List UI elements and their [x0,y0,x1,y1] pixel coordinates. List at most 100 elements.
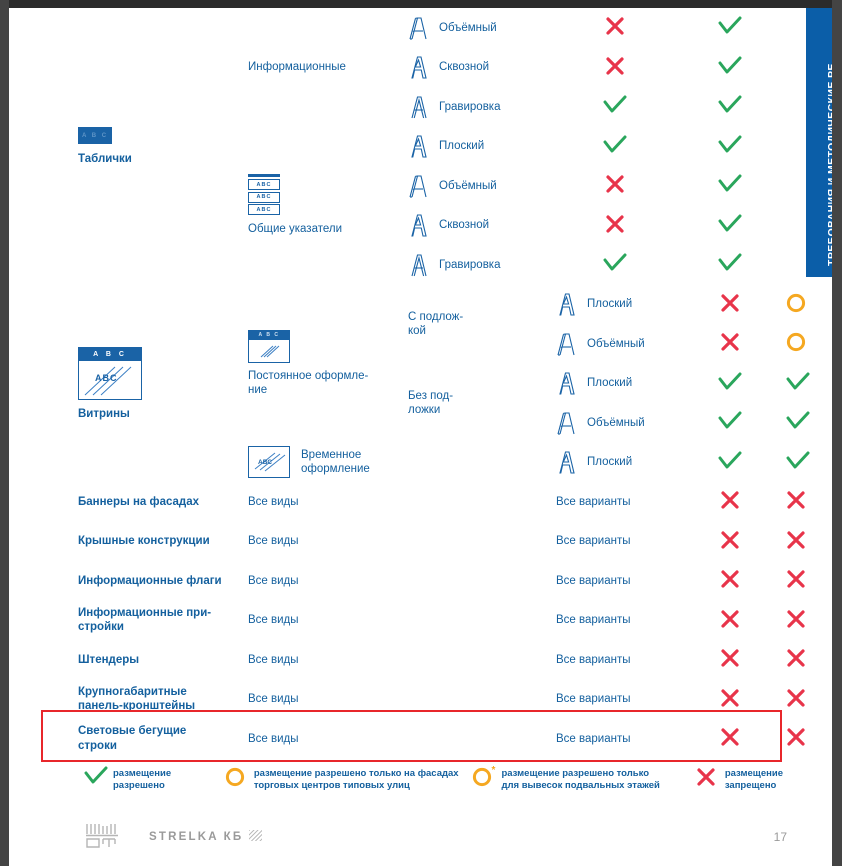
variants-label: Все варианты [556,495,631,508]
section-tab[interactable]: ТРЕБОВАНИЯ И МЕТОДИЧЕСКИЕ РЕ [806,8,832,277]
category-title: Таблички [78,153,132,166]
variant-label: Плоский [587,377,633,390]
category-title: Витрины [78,407,130,420]
mark-cell-col1 [674,522,785,562]
mark-cell-col1 [556,8,674,48]
cross-icon [785,489,807,511]
variant-cell: Объёмный [408,8,556,48]
kinds-label: Все виды [248,535,299,548]
asterisk-marker: * [491,765,496,776]
letter-a-flat-icon [408,133,430,159]
check-icon [717,16,743,36]
cross-icon [719,608,741,630]
subgroup-cell-bez-podlozhki: Без под- ложки [408,364,556,443]
variants-cell: Все варианты [556,719,674,759]
variants-label: Все варианты [556,574,631,587]
category-cell-vitriny: A B C ABC Витрины [78,285,248,483]
category-title: Крупногабаритные панель-кронштейны [78,685,196,713]
subgroup-cell-s-podlozhkoy: С подлож- кой [408,285,556,364]
letter-a-volume-icon [556,331,578,357]
legend-item-forbidden: размещение запрещено [695,766,783,793]
mark-cell-col2 [674,206,785,246]
category-title: Штендеры [78,653,140,666]
legend-label: размещение разрешено только на фасадах т… [253,768,459,792]
variants-label: Все варианты [556,614,631,627]
mark-cell-col2 [785,719,805,759]
type-cell-obshchie-ukazateli: ABC ABC ABC Общие указатели [248,127,408,285]
mark-cell-col2 [674,245,785,285]
mark-cell-col2 [785,640,805,680]
table-row: Крышные конструкции Все виды Все вариант… [78,522,805,562]
kinds-cell: Все виды [248,482,556,522]
variants-cell: Все варианты [556,522,674,562]
variants-label: Все варианты [556,653,631,666]
kinds-cell: Все виды [248,561,556,601]
category-cell: Информационные флаги [78,561,248,601]
variant-cell: Объёмный [556,403,674,443]
circle-icon [224,766,246,793]
table-row: Объёмный [78,166,787,206]
mark-cell-col1 [674,482,785,522]
category-title: Крышные конструкции [78,535,210,548]
variant-cell: Объёмный [408,166,556,206]
variants-cell: Все варианты [556,601,674,641]
mark-cell-col1 [674,601,785,641]
directory-board-icon: ABC ABC ABC [248,174,280,216]
letter-a-volume-icon [408,173,430,199]
mark-cell-col1 [674,403,785,443]
category-title: Информационные при- стройки [78,606,212,634]
cross-icon [719,647,741,669]
kinds-label: Все виды [248,653,299,666]
table-row: Сквозной [78,206,787,246]
table-row: Гравировка [78,87,787,127]
mark-cell-col2 [785,482,805,522]
variant-cell: Сквозной [408,48,556,88]
type-cell-postoyannoe: A B C Постоянное оформле- ние [248,285,408,443]
letter-a-flat-icon [556,370,578,396]
category-title: Информационные флаги [78,574,222,587]
cross-icon [604,173,626,195]
category-cell: Крышные конструкции [78,522,248,562]
viewer-right-gutter [832,0,842,866]
mark-cell-col1 [556,245,674,285]
table-row: Баннеры на фасадах Все виды Все варианты [78,482,805,522]
category-cell-tablichki: A B C Таблички [78,8,248,285]
table-row: Сквозной [78,48,787,88]
kinds-cell: Все виды [248,719,556,759]
mark-cell-col2 [785,680,805,720]
variant-cell: Плоский [556,364,674,404]
shopwindow-icon-text: A B C [93,350,127,358]
mark-cell-col2 [674,166,785,206]
directory-board-icon-text: ABC [256,181,272,188]
variant-label: Объёмный [587,337,645,350]
kinds-label: Все виды [248,693,299,706]
category-cell: Информационные при- стройки [78,601,248,641]
mark-cell-col1 [674,680,785,720]
check-icon [717,451,743,471]
cross-icon [719,292,741,314]
cross-icon [719,489,741,511]
variant-cell: Объёмный [556,324,674,364]
kinds-label: Все виды [248,614,299,627]
check-icon [717,135,743,155]
kinds-cell: Все виды [248,522,556,562]
mark-cell-col1 [556,166,674,206]
mark-cell-col2 [785,443,810,483]
legend-label: размещение разрешено [113,768,172,792]
check-icon [785,372,811,392]
check-icon [602,135,628,155]
category-cell: Штендеры [78,640,248,680]
variant-label: Гравировка [439,100,501,113]
variants-cell: Все варианты [556,640,674,680]
letter-a-through-icon [408,54,430,80]
type-label: Временное оформление [301,448,370,476]
kinds-cell: Все виды [248,601,556,641]
cross-icon [719,726,741,748]
subgroup-label: Без под- ложки [408,389,454,416]
kinds-label: Все виды [248,495,299,508]
table-body: A B C Таблички Информационные [78,8,810,759]
category-cell: Баннеры на фасадах [78,482,248,522]
shopwindow-icon: A B C ABC [78,346,142,400]
circle-icon [785,292,807,314]
page-footer: STRELKA КБ 17 [9,814,832,866]
